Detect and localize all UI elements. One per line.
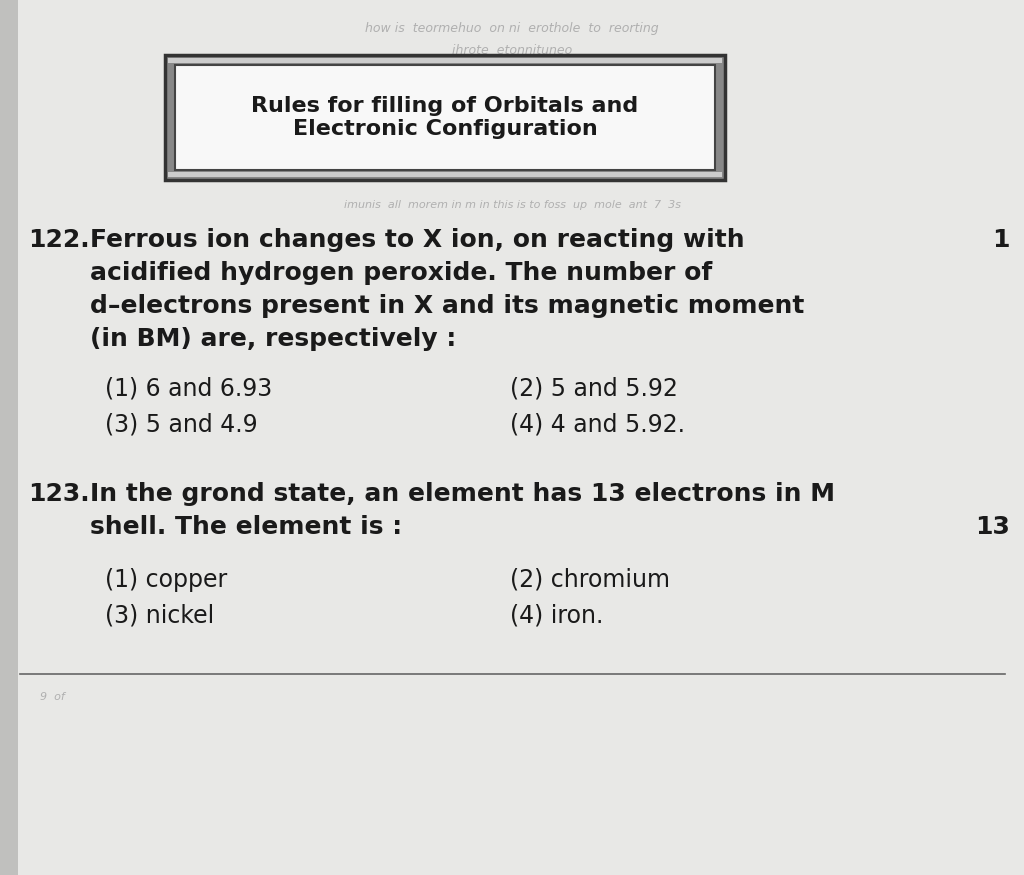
Text: (2) 5 and 5.92: (2) 5 and 5.92 — [510, 376, 678, 401]
Text: Rules for filling of Orbitals and
Electronic Configuration: Rules for filling of Orbitals and Electr… — [251, 96, 639, 139]
Text: 123.: 123. — [28, 482, 90, 506]
Text: Ferrous ion changes to X ion, on reacting with: Ferrous ion changes to X ion, on reactin… — [90, 228, 744, 252]
Text: (3) 5 and 4.9: (3) 5 and 4.9 — [105, 412, 258, 437]
FancyBboxPatch shape — [175, 65, 715, 170]
Text: (in BM) are, respectively :: (in BM) are, respectively : — [90, 327, 457, 351]
Text: In the grond state, an element has 13 electrons in M: In the grond state, an element has 13 el… — [90, 482, 835, 506]
Text: imunis  all  morem in m in this is to foss  up  mole  ant  7  3s: imunis all morem in m in this is to foss… — [343, 200, 681, 210]
Text: ihrote  etonnituneo: ihrote etonnituneo — [452, 44, 572, 57]
Text: (1) 6 and 6.93: (1) 6 and 6.93 — [105, 376, 272, 401]
Text: 13: 13 — [975, 515, 1010, 539]
Text: shell. The element is :: shell. The element is : — [90, 515, 402, 539]
FancyBboxPatch shape — [0, 0, 18, 875]
Text: (4) 4 and 5.92.: (4) 4 and 5.92. — [510, 412, 685, 437]
FancyBboxPatch shape — [168, 58, 722, 63]
Text: 9  of: 9 of — [40, 691, 65, 702]
Text: how is  teormehuo  on ni  erothole  to  reorting: how is teormehuo on ni erothole to reort… — [366, 22, 658, 35]
Text: (1) copper: (1) copper — [105, 568, 227, 592]
Text: acidified hydrogen peroxide. The number of: acidified hydrogen peroxide. The number … — [90, 261, 713, 285]
FancyBboxPatch shape — [168, 172, 722, 177]
Text: (3) nickel: (3) nickel — [105, 604, 214, 628]
Text: 1: 1 — [992, 228, 1010, 252]
Text: d–electrons present in X and its magnetic moment: d–electrons present in X and its magneti… — [90, 294, 805, 318]
Text: (2) chromium: (2) chromium — [510, 568, 670, 592]
FancyBboxPatch shape — [165, 55, 725, 180]
Text: (4) iron.: (4) iron. — [510, 604, 603, 628]
Text: 122.: 122. — [28, 228, 90, 252]
